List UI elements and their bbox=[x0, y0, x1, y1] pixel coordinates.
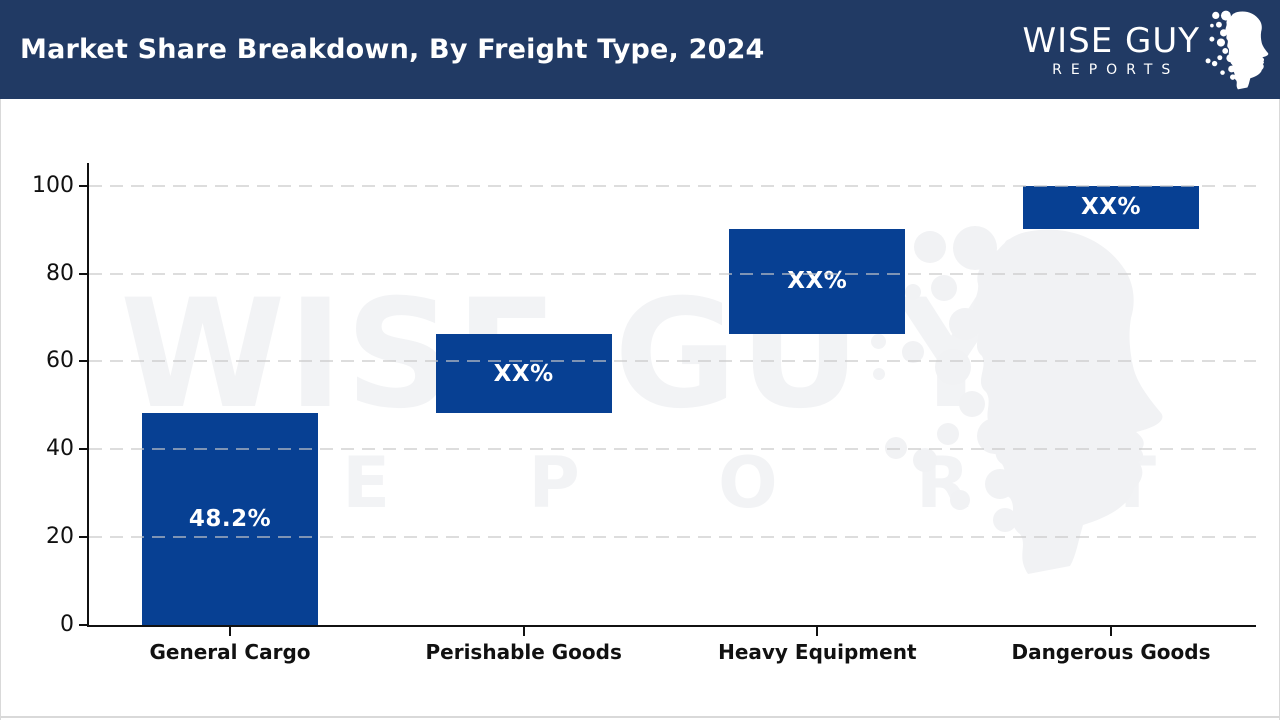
bar-value-label: XX% bbox=[1080, 194, 1141, 221]
gridline-60 bbox=[89, 360, 1256, 363]
page-border-bottom bbox=[0, 716, 1280, 718]
x-tick-mark-heavy-equipment bbox=[816, 627, 819, 636]
gridline-40 bbox=[89, 448, 1256, 451]
y-axis-line bbox=[87, 163, 89, 627]
y-tick-label-60: 60 bbox=[46, 348, 74, 374]
x-category-label-perishable-goods: Perishable Goods bbox=[425, 640, 622, 664]
y-tick-mark-80 bbox=[79, 272, 88, 275]
y-tick-label-80: 80 bbox=[46, 260, 74, 286]
x-axis-line bbox=[87, 625, 1256, 627]
x-tick-mark-dangerous-goods bbox=[1110, 627, 1112, 636]
bar-value-label: XX% bbox=[493, 360, 554, 387]
y-tick-mark-0 bbox=[79, 624, 88, 626]
y-tick-label-40: 40 bbox=[46, 436, 74, 462]
x-category-label-heavy-equipment: Heavy Equipment bbox=[718, 640, 917, 664]
y-tick-label-0: 0 bbox=[60, 612, 74, 637]
waterfall-bar-dangerous-goods: XX% bbox=[1023, 185, 1199, 229]
y-tick-mark-100 bbox=[79, 184, 88, 187]
dotted-head-icon bbox=[1205, 10, 1269, 90]
waterfall-bar-general-cargo: 48.2% bbox=[142, 413, 318, 625]
waterfall-bar-perishable-goods: XX% bbox=[435, 334, 612, 414]
bar-value-label: 48.2% bbox=[188, 506, 272, 533]
y-tick-mark-60 bbox=[79, 360, 88, 363]
gridline-80 bbox=[89, 272, 1256, 275]
x-category-label-general-cargo: General Cargo bbox=[149, 640, 311, 664]
watermark-dots bbox=[863, 296, 897, 406]
x-tick-mark-general-cargo bbox=[229, 627, 231, 636]
logo-subtitle: REPORTS bbox=[1052, 61, 1180, 78]
wise-guy-reports-logo: WISE GUY REPORTS bbox=[1022, 6, 1270, 94]
x-tick-mark-perishable-goods bbox=[522, 627, 525, 636]
gridline-100 bbox=[89, 184, 1256, 187]
logo-wordmark: WISE GUY bbox=[1022, 20, 1200, 61]
waterfall-bar-heavy-equipment: XX% bbox=[729, 228, 906, 335]
header-band: Market Share Breakdown, By Freight Type,… bbox=[0, 0, 1280, 99]
page-title: Market Share Breakdown, By Freight Type,… bbox=[20, 34, 765, 65]
y-tick-mark-40 bbox=[79, 448, 88, 451]
x-category-label-dangerous-goods: Dangerous Goods bbox=[1011, 640, 1211, 664]
y-tick-mark-20 bbox=[79, 536, 88, 539]
page-border-left bbox=[0, 99, 1, 720]
watermark-head-icon bbox=[885, 226, 1163, 574]
logo-text: WISE GUY REPORTS bbox=[1022, 22, 1200, 79]
y-tick-label-20: 20 bbox=[46, 524, 74, 550]
y-tick-label-100: 100 bbox=[32, 172, 74, 198]
gridline-20 bbox=[89, 536, 1256, 539]
